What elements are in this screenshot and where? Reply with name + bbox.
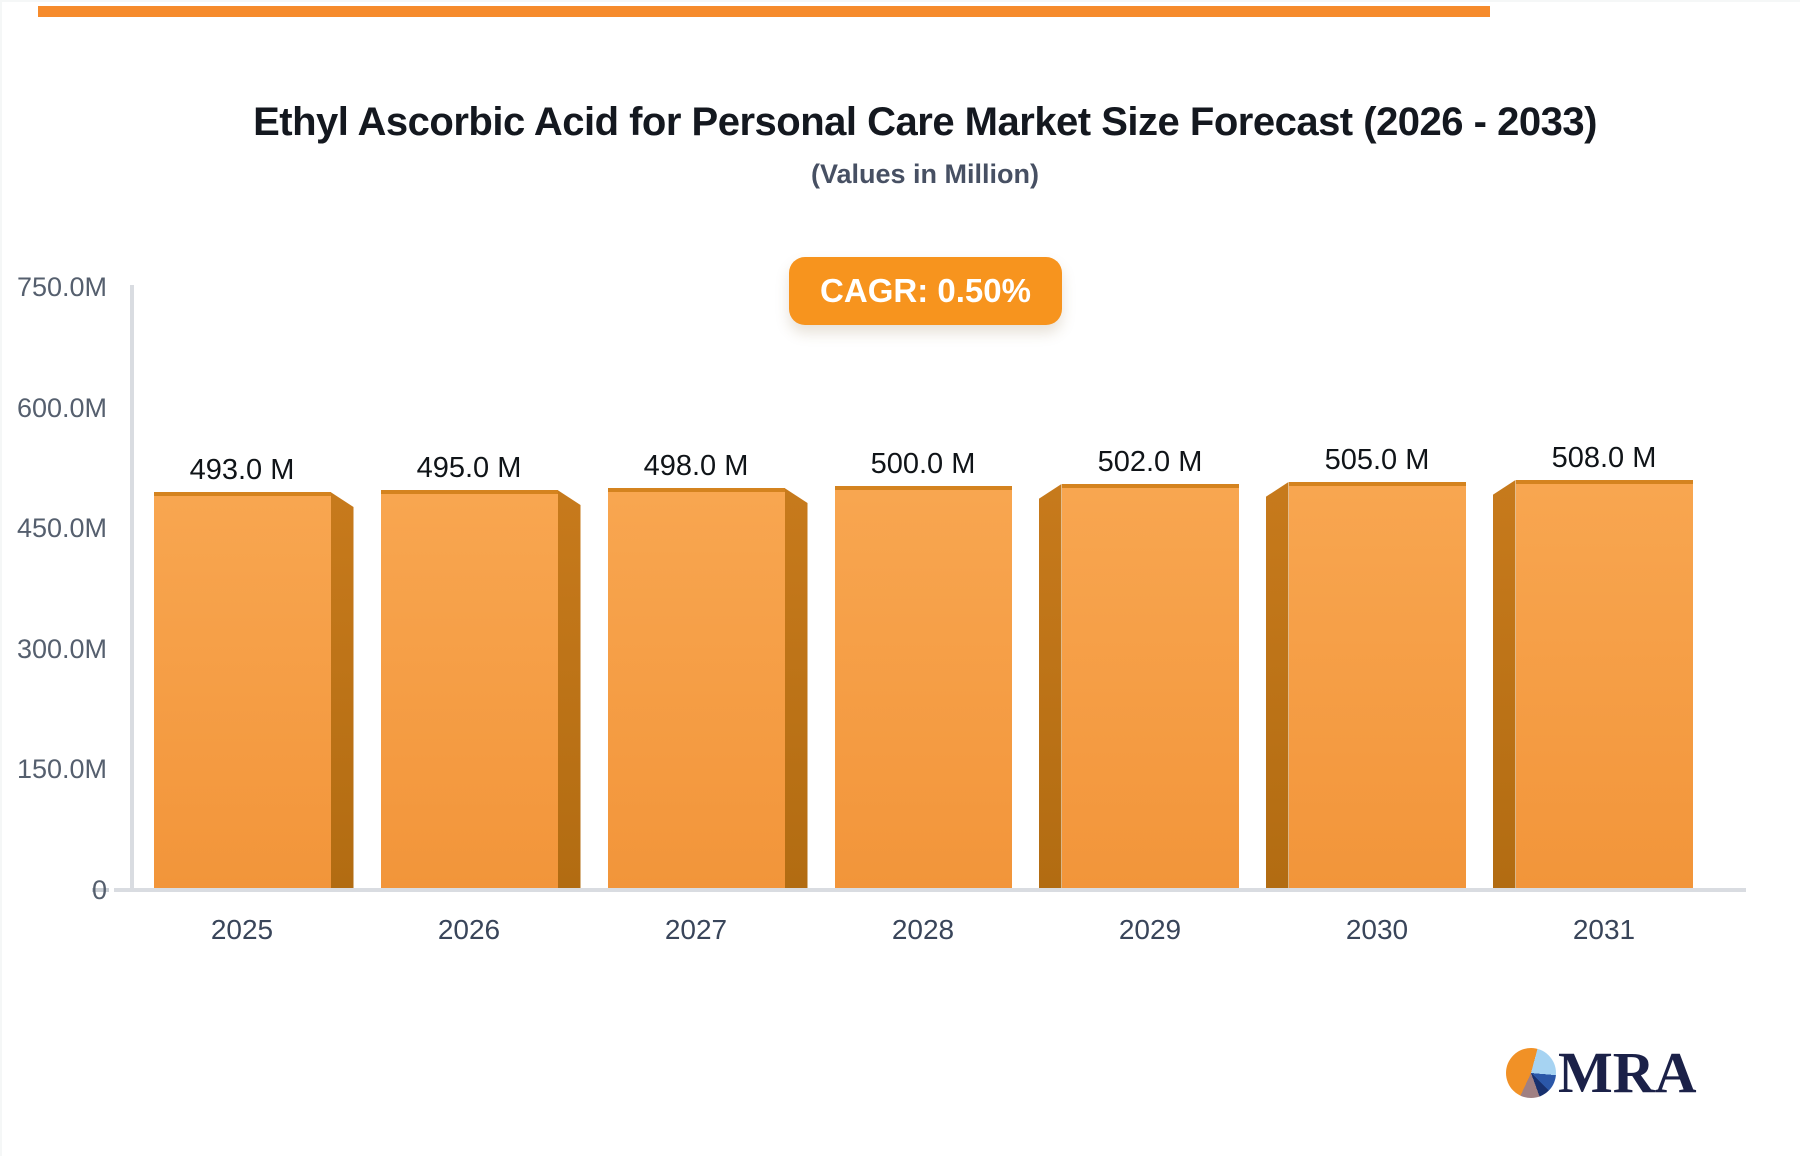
x-axis-tick-label: 2027: [664, 914, 728, 945]
y-axis-tick-label: 150.0M: [16, 754, 107, 785]
y-axis-tick-label: 750.0M: [16, 272, 107, 302]
zero-tick-mark: [92, 888, 109, 892]
bar-2025[interactable]: [153, 492, 354, 888]
chart-subtitle: (Values in Million): [810, 159, 1040, 189]
bar-side-face: [1492, 480, 1516, 888]
x-axis-tick-label: 2031: [1572, 914, 1636, 945]
cagr-badge-label: CAGR: 0.50%: [820, 272, 1031, 309]
bar-side-face: [330, 492, 354, 888]
bar-2030[interactable]: [1265, 482, 1466, 888]
bar-value-label: 500.0 M: [870, 448, 976, 480]
cagr-badge: CAGR: 0.50%: [789, 257, 1062, 325]
x-axis-line: [114, 888, 1746, 892]
x-axis-tick-label: 2025: [210, 914, 274, 945]
y-axis-tick-label: 0: [91, 875, 107, 905]
bar-front-face: [1515, 480, 1693, 888]
y-axis-tick-label: 300.0M: [16, 633, 107, 664]
bar-value-label: 508.0 M: [1551, 442, 1657, 474]
bar-value-label: 502.0 M: [1097, 446, 1203, 478]
bar-value-label: 493.0 M: [189, 454, 295, 486]
bar-front-face: [380, 490, 558, 888]
bar-side-face: [1265, 482, 1289, 888]
bar-value-label: 495.0 M: [416, 452, 522, 484]
chart-title: Ethyl Ascorbic Acid for Personal Care Ma…: [253, 100, 1597, 144]
x-axis-tick-label: 2029: [1118, 914, 1182, 945]
x-axis-tick-label: 2026: [437, 914, 501, 945]
bar-2031[interactable]: [1492, 480, 1693, 888]
bar-value-label: 505.0 M: [1324, 444, 1430, 476]
logo-text: MRA: [1558, 1040, 1697, 1105]
bar-2029[interactable]: [1038, 484, 1239, 888]
y-axis-tick-label: 600.0M: [16, 392, 107, 423]
x-axis-tick-label: 2030: [1345, 914, 1409, 945]
y-axis-line: [130, 285, 134, 892]
bar-side-face: [784, 488, 808, 888]
top-accent-bar: [38, 6, 1490, 17]
x-axis-tick-label: 2028: [891, 914, 955, 945]
bar-front-face: [1061, 484, 1239, 888]
bar-2027[interactable]: [607, 488, 808, 888]
bar-front-face: [153, 492, 331, 888]
bar-front-face: [1288, 482, 1466, 888]
bar-front-face: [607, 488, 785, 888]
pie-chart-logo-icon: [1506, 1048, 1556, 1098]
bar-value-label: 498.0 M: [643, 450, 749, 482]
bar-2028[interactable]: [834, 486, 1012, 888]
mra-logo[interactable]: MRA: [1506, 1044, 1697, 1102]
bar-front-face: [834, 486, 1012, 888]
bar-2026[interactable]: [380, 490, 581, 888]
bar-side-face: [1038, 484, 1062, 888]
y-axis-tick-label: 450.0M: [16, 513, 107, 544]
chart-header: Ethyl Ascorbic Acid for Personal Care Ma…: [25, 2, 1800, 190]
bar-side-face: [557, 490, 581, 888]
